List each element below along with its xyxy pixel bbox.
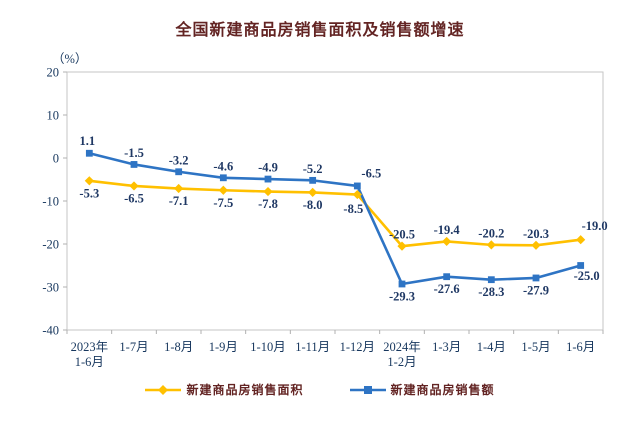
square-marker-icon bbox=[577, 262, 585, 269]
square-marker-icon bbox=[532, 274, 540, 282]
diamond-marker-icon bbox=[84, 176, 94, 186]
x-axis-tick-label: 1-3月 bbox=[432, 340, 461, 354]
x-axis-tick-label: 1-11月 bbox=[295, 340, 330, 354]
diamond-marker-icon bbox=[442, 236, 452, 247]
diamond-marker-icon bbox=[352, 189, 362, 200]
data-point-label: -6.5 bbox=[124, 191, 144, 205]
square-marker-icon bbox=[219, 174, 227, 182]
data-point-label: -29.3 bbox=[389, 289, 415, 303]
data-point-label: -8.0 bbox=[303, 198, 323, 212]
diamond-marker-icon bbox=[174, 183, 184, 194]
data-point-label: -7.8 bbox=[258, 197, 278, 211]
diamond-marker-icon bbox=[397, 241, 407, 251]
chart-title: 全国新建商品房销售面积及销售额增速 bbox=[175, 22, 465, 39]
data-point-label: -4.9 bbox=[258, 161, 278, 175]
y-axis-tick-label: -40 bbox=[42, 324, 59, 338]
data-point-label: -20.2 bbox=[478, 226, 504, 240]
square-marker-icon bbox=[443, 273, 451, 281]
data-point-label: 1.1 bbox=[80, 134, 96, 148]
series-line-0 bbox=[89, 179, 581, 248]
x-axis-tick-label: 1-8月 bbox=[164, 340, 193, 354]
legend-swatch-sales-area bbox=[145, 384, 182, 395]
diamond-marker-icon bbox=[129, 181, 139, 191]
data-point-label: -7.5 bbox=[213, 196, 233, 210]
square-marker-icon bbox=[175, 168, 183, 176]
x-axis-tick-label: 1-5月 bbox=[521, 340, 550, 354]
x-axis-tick-label: 1-2月 bbox=[387, 355, 416, 369]
data-point-label: -19.0 bbox=[582, 219, 608, 233]
data-point-label: -5.2 bbox=[303, 162, 323, 176]
data-point-label: -20.5 bbox=[389, 228, 415, 242]
data-point-label: -27.6 bbox=[434, 282, 460, 296]
legend-item-sales-area: 新建商品房销售面积 bbox=[145, 381, 303, 398]
square-marker-icon bbox=[264, 175, 272, 183]
data-point-label: -27.9 bbox=[523, 283, 549, 297]
data-point-label: -8.5 bbox=[343, 202, 363, 216]
x-axis-tick-label: 1-10月 bbox=[250, 340, 285, 354]
x-axis-tick-label: 1-4月 bbox=[477, 340, 506, 354]
diamond-marker-icon bbox=[308, 187, 318, 197]
diamond-marker-icon bbox=[531, 240, 541, 250]
legend-label-sales-area: 新建商品房销售面积 bbox=[186, 383, 304, 397]
data-point-label: -3.2 bbox=[169, 153, 189, 167]
data-point-label: -25.0 bbox=[574, 269, 600, 283]
legend-label-sales-amount: 新建商品房销售额 bbox=[390, 383, 495, 397]
x-axis-tick-label: 1-7月 bbox=[119, 340, 148, 354]
diamond-marker-icon bbox=[576, 235, 586, 245]
chart-legend: 新建商品房销售面积 新建商品房销售额 bbox=[0, 381, 640, 398]
x-axis-tick-label: 1-6月 bbox=[75, 355, 104, 369]
y-axis-unit-label: （%） bbox=[52, 52, 88, 66]
diamond-marker-icon bbox=[218, 185, 228, 195]
y-axis-tick-label: -20 bbox=[42, 238, 59, 252]
x-axis-tick-label: 2023年 bbox=[71, 340, 109, 354]
y-axis-tick-label: 20 bbox=[47, 66, 60, 80]
square-marker-icon bbox=[487, 276, 495, 284]
x-axis-tick-label: 1-6月 bbox=[566, 340, 595, 354]
x-axis-tick-label: 1-12月 bbox=[340, 340, 375, 354]
y-axis-tick-label: 10 bbox=[47, 109, 60, 123]
legend-item-sales-amount: 新建商品房销售额 bbox=[349, 381, 495, 398]
square-marker-icon bbox=[130, 161, 138, 168]
square-marker-icon bbox=[309, 176, 317, 184]
data-point-label: -19.4 bbox=[434, 223, 461, 237]
square-marker-icon bbox=[85, 149, 93, 157]
data-point-label: -1.5 bbox=[124, 146, 144, 160]
data-point-label: -5.3 bbox=[79, 186, 99, 200]
data-point-label: -4.6 bbox=[213, 159, 233, 173]
y-axis-tick-label: -30 bbox=[42, 281, 59, 295]
data-point-label: -6.5 bbox=[361, 166, 381, 180]
legend-diamond-marker-icon bbox=[158, 384, 169, 395]
square-marker-icon bbox=[398, 280, 406, 288]
data-point-label: -28.3 bbox=[478, 285, 504, 299]
data-point-label: -20.3 bbox=[523, 227, 549, 241]
x-axis-tick-label: 1-9月 bbox=[209, 340, 238, 354]
data-point-label: -7.1 bbox=[169, 194, 189, 208]
series-line-1 bbox=[89, 152, 582, 286]
x-axis-tick-label: 2024年 bbox=[383, 340, 421, 354]
legend-swatch-sales-amount bbox=[349, 385, 386, 394]
y-axis-tick-label: -10 bbox=[42, 195, 59, 209]
square-marker-icon bbox=[353, 182, 361, 190]
legend-square-marker-icon bbox=[363, 385, 372, 394]
diamond-marker-icon bbox=[486, 240, 496, 250]
diamond-marker-icon bbox=[263, 186, 273, 197]
y-axis-tick-label: 0 bbox=[53, 152, 59, 166]
